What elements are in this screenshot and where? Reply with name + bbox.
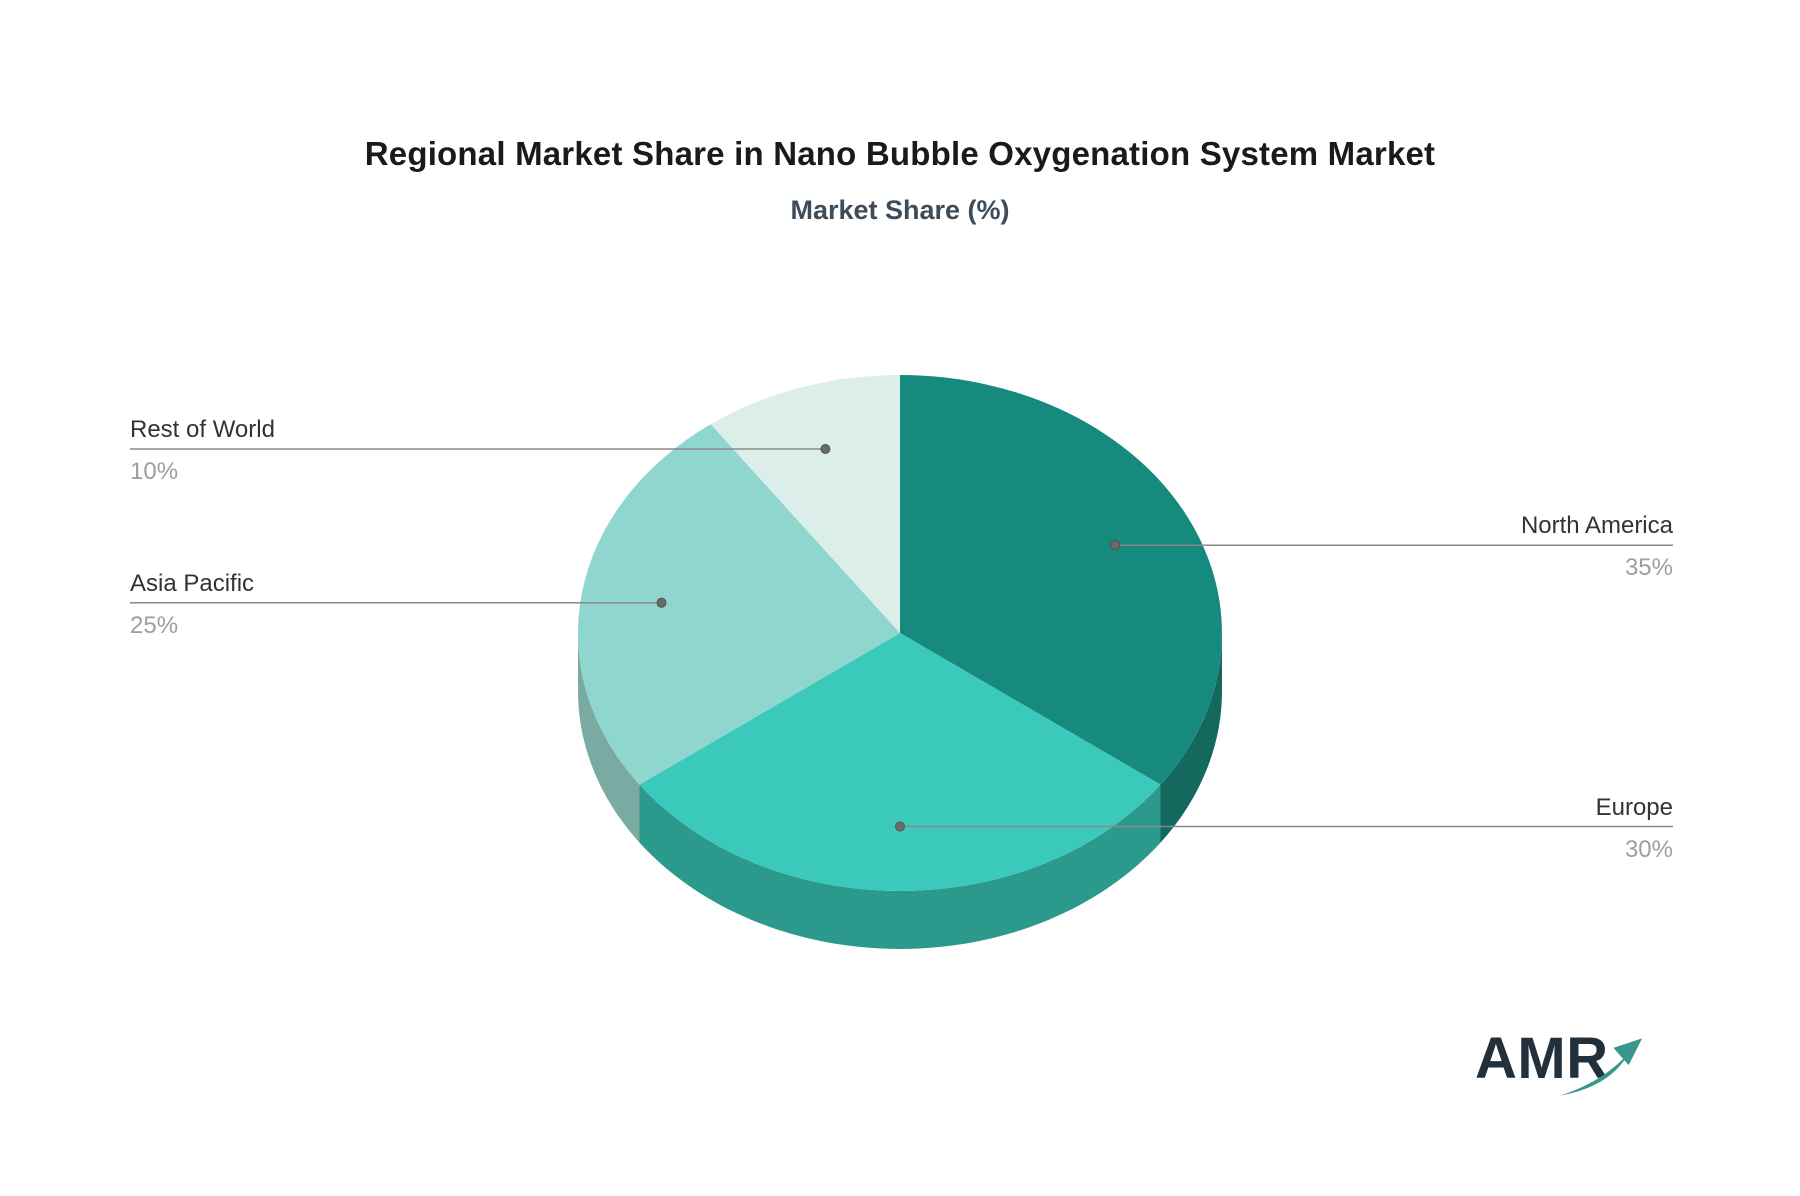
callout-rest-of-world-label: Rest of World	[130, 415, 275, 443]
leader-dot-asia-pacific	[656, 597, 667, 608]
callout-asia-pacific-label: Asia Pacific	[130, 569, 255, 597]
amr-logo-text: AMR	[1475, 1026, 1609, 1091]
chart-subtitle: Market Share (%)	[790, 195, 1010, 225]
leader-dot-rest-of-world	[820, 444, 831, 454]
callout-europe: Europe 30%	[1596, 794, 1673, 863]
amr-growth-arrow-icon	[1559, 1038, 1643, 1096]
pie-slice-side-europe	[639, 784, 1161, 949]
callout-asia-pacific: Asia Pacific 25%	[130, 570, 254, 639]
leader-dot-north-america	[1110, 540, 1121, 551]
callout-asia-pacific-value: 25%	[130, 611, 179, 639]
amr-logo: AMR	[1475, 1030, 1655, 1105]
pie-slice-side-north-america	[1160, 633, 1222, 843]
callout-north-america-label: North America	[1520, 512, 1673, 540]
pie-slice-side-asia-pacific	[578, 633, 640, 843]
chart-title: Regional Market Share in Nano Bubble Oxy…	[364, 135, 1436, 172]
callout-north-america: North America 35%	[1521, 512, 1673, 581]
pie-slice-rest-of-world	[710, 375, 900, 633]
callout-north-america-value: 35%	[1624, 554, 1673, 582]
pie-slice-asia-pacific	[578, 424, 900, 785]
callout-europe-label: Europe	[1595, 793, 1673, 821]
leader-dot-europe	[895, 821, 905, 832]
callout-rest-of-world: Rest of World 10%	[130, 416, 275, 485]
callout-europe-value: 30%	[1624, 835, 1673, 863]
pie-slice-north-america	[900, 375, 1222, 785]
callout-rest-of-world-value: 10%	[130, 457, 179, 485]
